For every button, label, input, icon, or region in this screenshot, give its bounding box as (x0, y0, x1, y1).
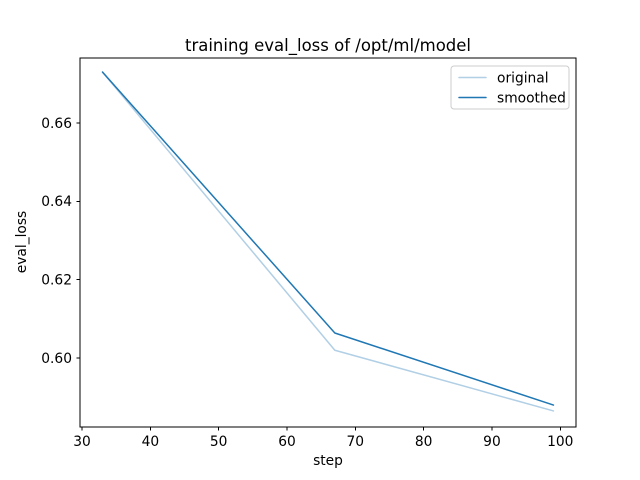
plot-area (79, 57, 577, 428)
x-tick-label: 60 (278, 434, 296, 450)
y-tick-label: 0.66 (41, 116, 72, 132)
y-tick-label: 0.62 (41, 273, 72, 289)
x-axis-label: step (313, 453, 343, 469)
x-axis-ticks: 30 40 50 60 70 80 90 100 (73, 427, 573, 450)
legend: original smoothed (450, 65, 570, 110)
x-tick-label: 40 (142, 434, 160, 450)
x-tick-label: 80 (415, 434, 433, 450)
x-tick-label: 70 (347, 434, 365, 450)
series-line-smoothed (101, 71, 555, 406)
y-axis-ticks: 0.60 0.62 0.64 0.66 (41, 116, 80, 367)
chart-title: training eval_loss of /opt/ml/model (185, 36, 471, 56)
series-lines (101, 71, 555, 412)
x-tick-label: 50 (210, 434, 228, 450)
x-tick-label: 100 (547, 434, 573, 450)
x-tick-label: 90 (483, 434, 501, 450)
y-tick-label: 0.60 (41, 351, 72, 367)
y-axis-label: eval_loss (14, 211, 30, 274)
legend-label: smoothed (497, 90, 566, 106)
legend-label: original (497, 70, 549, 86)
x-tick-label: 30 (73, 434, 91, 450)
y-tick-label: 0.64 (41, 194, 72, 210)
series-line-original (101, 71, 555, 412)
